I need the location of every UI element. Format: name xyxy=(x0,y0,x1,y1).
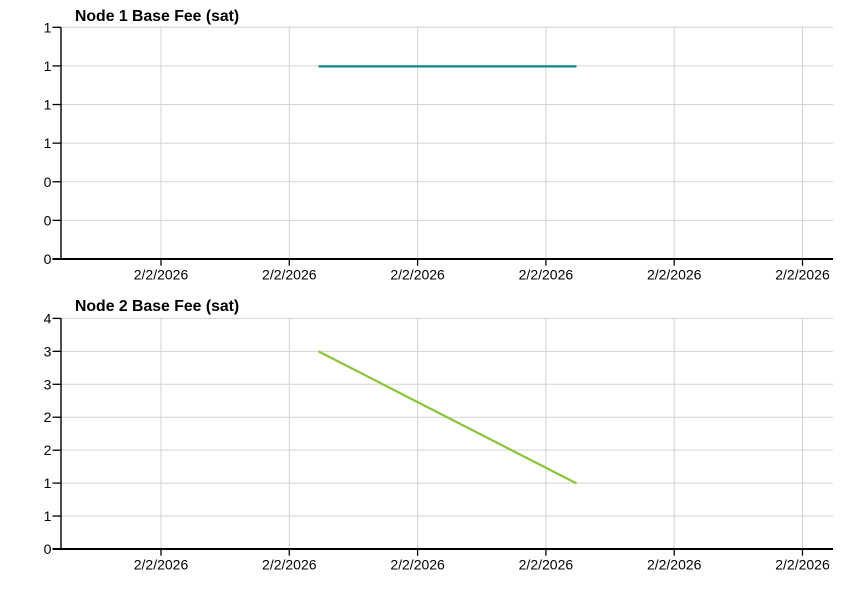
svg-text:0: 0 xyxy=(44,541,52,557)
svg-text:2/2/2026: 2/2/2026 xyxy=(390,556,445,572)
svg-text:2/2/2026: 2/2/2026 xyxy=(519,266,574,282)
svg-text:4: 4 xyxy=(44,310,52,326)
svg-text:2/2/2026: 2/2/2026 xyxy=(775,266,830,282)
svg-text:2/2/2026: 2/2/2026 xyxy=(390,266,445,282)
svg-text:2/2/2026: 2/2/2026 xyxy=(134,556,189,572)
svg-text:1: 1 xyxy=(44,135,52,151)
svg-text:0: 0 xyxy=(44,212,52,228)
svg-text:2: 2 xyxy=(44,442,52,458)
svg-text:Node 2 Base Fee (sat): Node 2 Base Fee (sat) xyxy=(75,298,239,315)
svg-text:1: 1 xyxy=(44,58,52,74)
svg-text:1: 1 xyxy=(44,475,52,491)
svg-text:2/2/2026: 2/2/2026 xyxy=(134,266,189,282)
svg-text:Node 1 Base Fee (sat): Node 1 Base Fee (sat) xyxy=(75,8,239,25)
svg-text:1: 1 xyxy=(44,19,52,35)
svg-text:2: 2 xyxy=(44,409,52,425)
svg-text:2/2/2026: 2/2/2026 xyxy=(647,556,702,572)
svg-text:2/2/2026: 2/2/2026 xyxy=(647,266,702,282)
svg-text:3: 3 xyxy=(44,343,52,359)
svg-text:2/2/2026: 2/2/2026 xyxy=(262,266,317,282)
svg-text:2/2/2026: 2/2/2026 xyxy=(775,556,830,572)
svg-text:1: 1 xyxy=(44,508,52,524)
svg-text:2/2/2026: 2/2/2026 xyxy=(262,556,317,572)
svg-text:1: 1 xyxy=(44,97,52,113)
svg-text:3: 3 xyxy=(44,376,52,392)
svg-text:0: 0 xyxy=(44,174,52,190)
svg-text:2/2/2026: 2/2/2026 xyxy=(519,556,574,572)
svg-text:0: 0 xyxy=(44,251,52,267)
